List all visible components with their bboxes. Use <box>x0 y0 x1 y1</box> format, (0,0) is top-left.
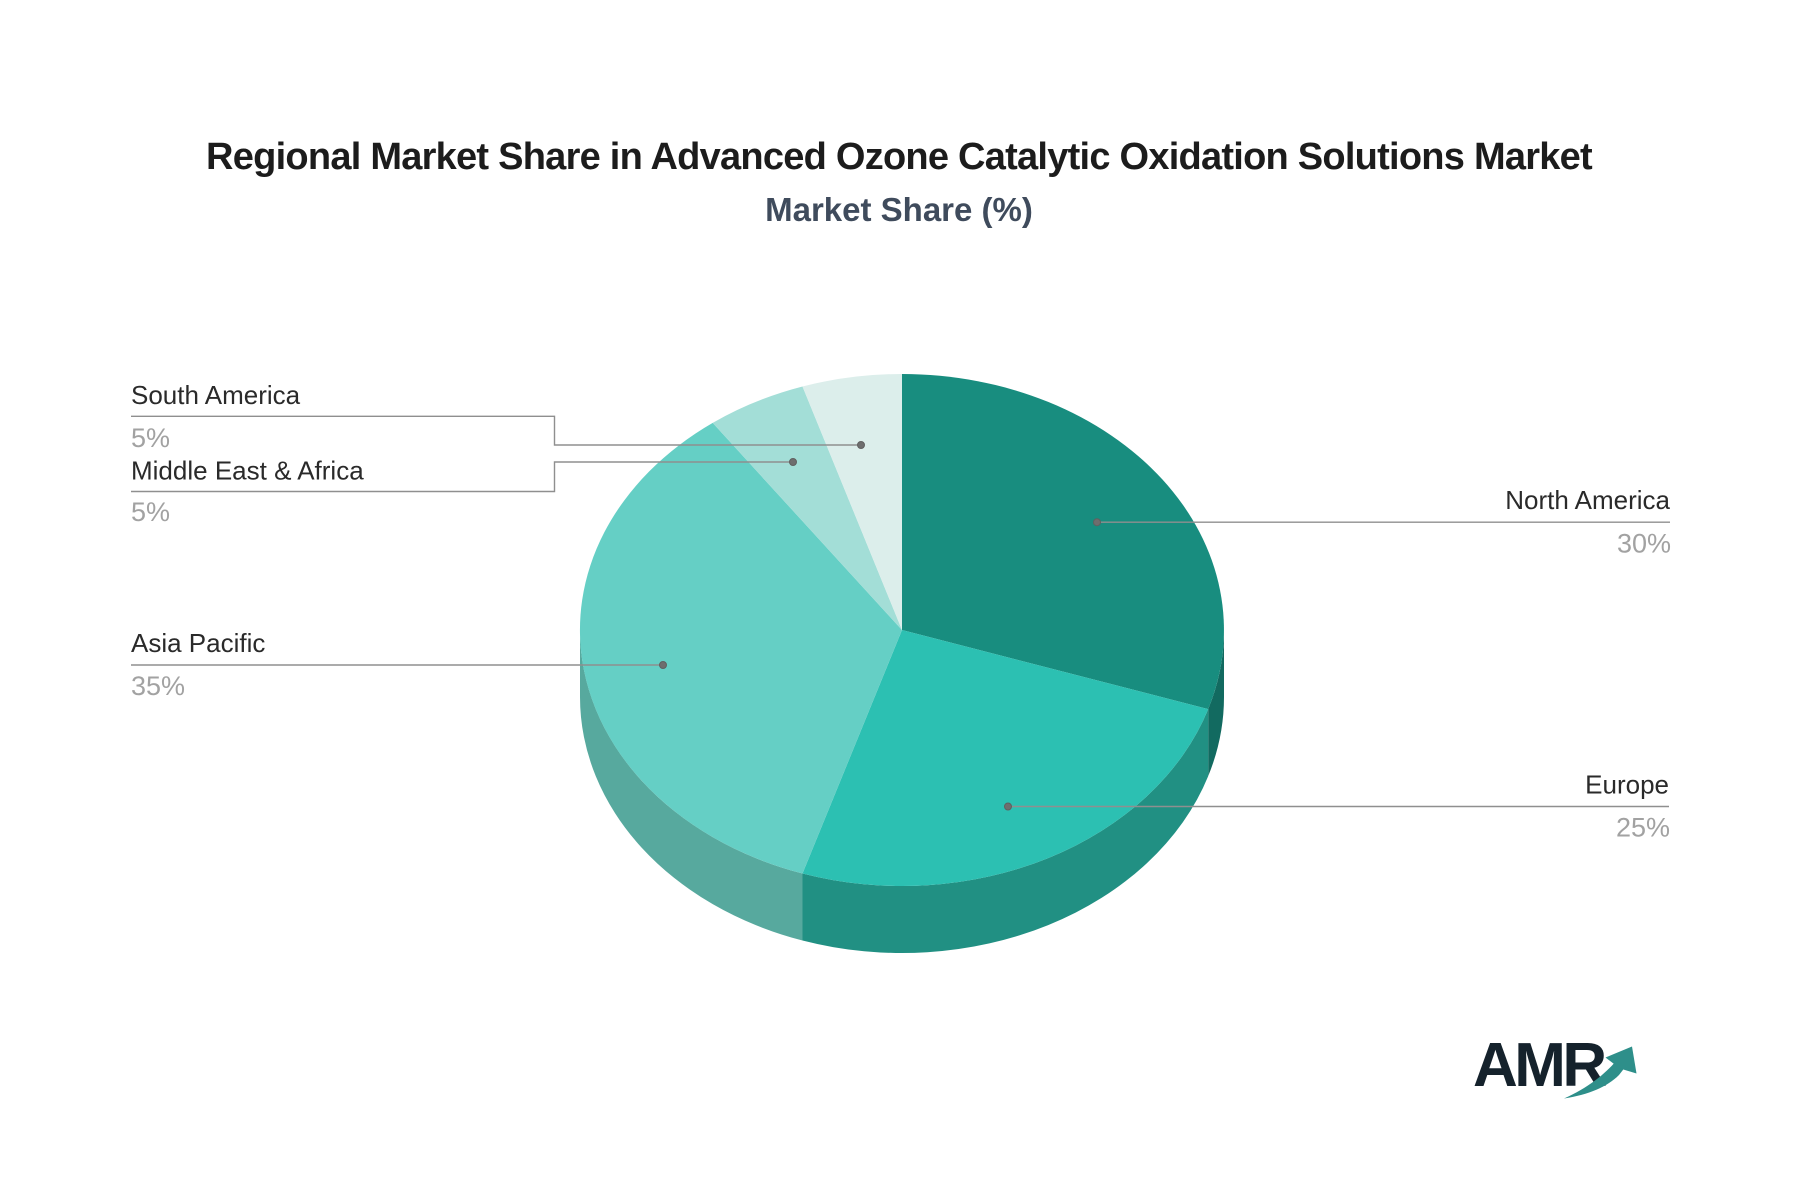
svg-text:North America: North America <box>1505 485 1670 515</box>
svg-text:Regional Market Share in Advan: Regional Market Share in Advanced Ozone … <box>206 136 1593 178</box>
svg-text:25%: 25% <box>1616 813 1670 843</box>
svg-text:30%: 30% <box>1617 529 1671 559</box>
svg-text:Asia Pacific: Asia Pacific <box>131 628 265 658</box>
svg-text:Middle East & Africa: Middle East & Africa <box>131 456 364 486</box>
svg-text:Market Share (%): Market Share (%) <box>765 191 1033 228</box>
svg-text:South America: South America <box>131 380 301 410</box>
svg-text:35%: 35% <box>131 671 185 701</box>
svg-text:Europe: Europe <box>1585 770 1669 800</box>
svg-text:5%: 5% <box>131 497 170 527</box>
svg-text:5%: 5% <box>131 423 170 453</box>
